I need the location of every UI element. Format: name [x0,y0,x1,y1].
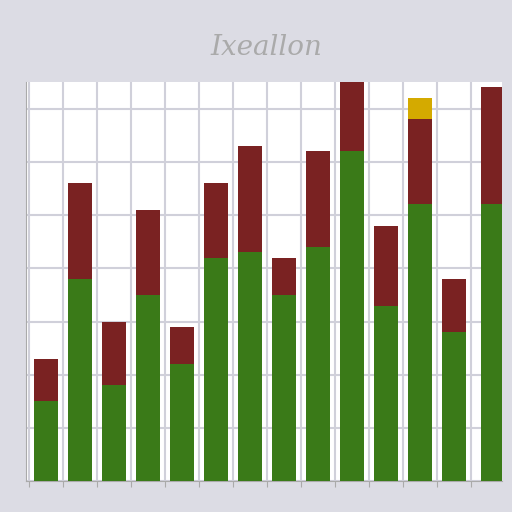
Bar [136,295,160,481]
Bar [170,364,194,481]
Bar [238,252,262,481]
Bar [170,327,194,364]
Bar [481,204,505,481]
Bar [136,210,160,295]
Bar [102,386,126,481]
Bar [442,279,466,332]
Bar [68,279,92,481]
Bar [340,151,365,481]
Bar [204,258,228,481]
Bar [442,332,466,481]
Bar [408,204,432,481]
Bar [340,2,365,151]
Bar [272,258,296,295]
Bar [272,295,296,481]
Bar [408,119,432,204]
Bar [34,359,58,401]
Bar [481,87,505,204]
Bar [102,322,126,386]
Bar [374,306,398,481]
Bar [408,98,432,119]
Bar [68,183,92,279]
Bar [238,146,262,252]
Bar [306,247,330,481]
Bar [306,151,330,247]
Bar [204,183,228,258]
Bar [34,401,58,481]
Text: Ixeallon: Ixeallon [210,34,322,61]
Bar [374,226,398,306]
